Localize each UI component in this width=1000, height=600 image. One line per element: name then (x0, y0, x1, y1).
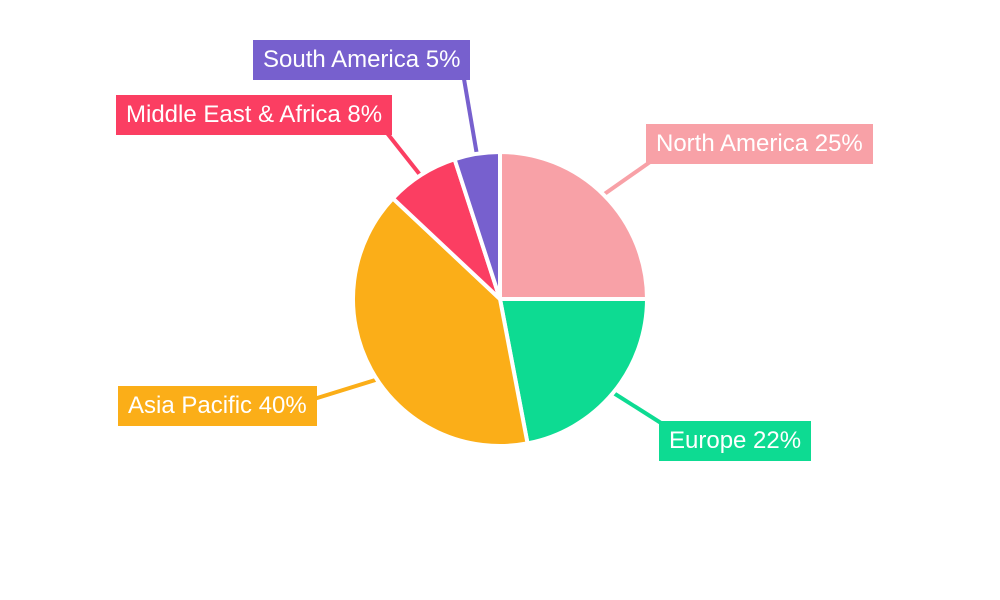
leader-line-asia-pacific (313, 375, 386, 401)
pie-slice-south-america[interactable] (452, 149, 502, 300)
leader-line-middle-east-africa (385, 131, 423, 178)
pie-label-asia-pacific: Asia Pacific 40% (118, 386, 317, 426)
pie-label-south-america: South America 5% (253, 40, 471, 80)
pie-label-middle-east-africa: Middle East & Africa 8% (116, 95, 393, 135)
pie-slice-asia-pacific[interactable] (350, 195, 530, 448)
leader-line-north-america (601, 160, 652, 197)
leader-line-south-america (462, 78, 479, 156)
pie-slice-north-america[interactable] (498, 149, 650, 301)
pie-label-europe: Europe 22% (659, 421, 812, 461)
pie-slice-europe[interactable] (497, 297, 650, 446)
leader-line-europe (610, 390, 663, 425)
pie-label-north-america: North America 25% (646, 124, 873, 164)
